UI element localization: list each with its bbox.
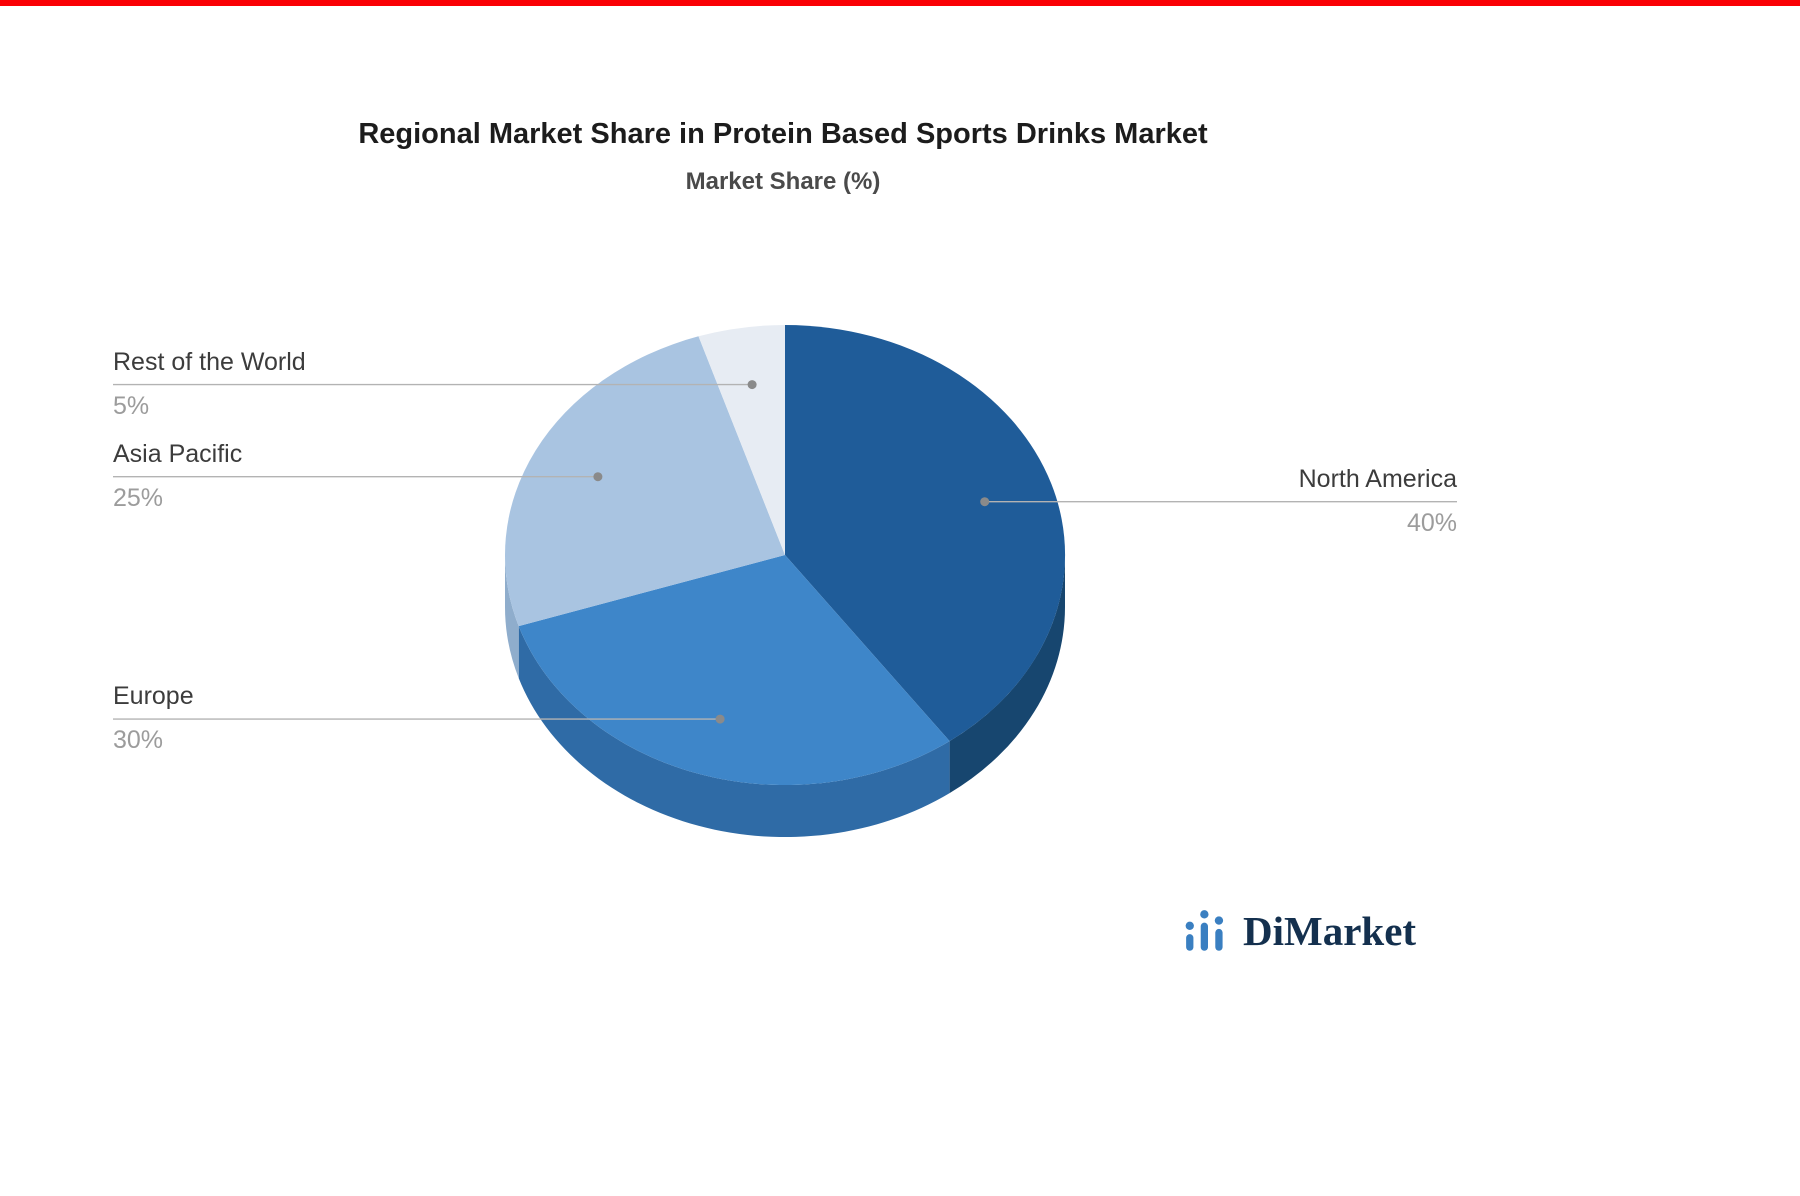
pie-slice-side-europe [518, 626, 950, 838]
dimarket-logo-icon [1185, 910, 1224, 951]
pie-slice-side-asia-pacific [505, 555, 519, 679]
pie-slice-europe [518, 555, 950, 786]
slice-percent: 25% [113, 484, 164, 512]
pie-slice-asia-pacific [505, 336, 785, 627]
brand-name: DiMarket [1243, 908, 1417, 954]
pie-slice-side-north-america [949, 555, 1065, 794]
slice-label: Asia Pacific [113, 440, 243, 468]
slice-callout-asia-pacific: Asia Pacific 25% [113, 439, 242, 513]
leader-dot-north-america [980, 497, 990, 507]
pie-slice-north-america [785, 325, 1066, 742]
slice-callout-north-america: North America 40% [1299, 464, 1457, 538]
logo-bar [1215, 928, 1223, 951]
top-red-strip [0, 0, 1800, 6]
slice-percent: 40% [1406, 509, 1457, 537]
slice-percent: 30% [113, 726, 164, 754]
leader-dot-europe [715, 714, 725, 724]
slice-label: North America [1298, 465, 1457, 493]
logo-bar [1200, 922, 1208, 951]
chart-subtitle: Market Share (%) [685, 168, 881, 195]
logo-dot [1214, 916, 1224, 925]
slice-label: Rest of the World [113, 348, 306, 376]
logo-dot [1200, 910, 1209, 919]
logo-bar [1186, 934, 1194, 951]
slice-label: Europe [113, 682, 194, 710]
leader-dot-asia-pacific [593, 472, 603, 482]
leader-dot-rest-of-the-world [747, 380, 757, 390]
logo-dot [1185, 921, 1194, 930]
slice-callout-rest-of-the-world: Rest of the World 5% [113, 347, 306, 421]
slice-callout-europe: Europe 30% [113, 681, 194, 755]
brand-logo: DiMarket [1183, 904, 1416, 958]
slice-percent: 5% [113, 392, 150, 420]
chart-title: Regional Market Share in Protein Based S… [358, 118, 1208, 150]
pie-slice-rest-of-the-world [698, 325, 785, 555]
